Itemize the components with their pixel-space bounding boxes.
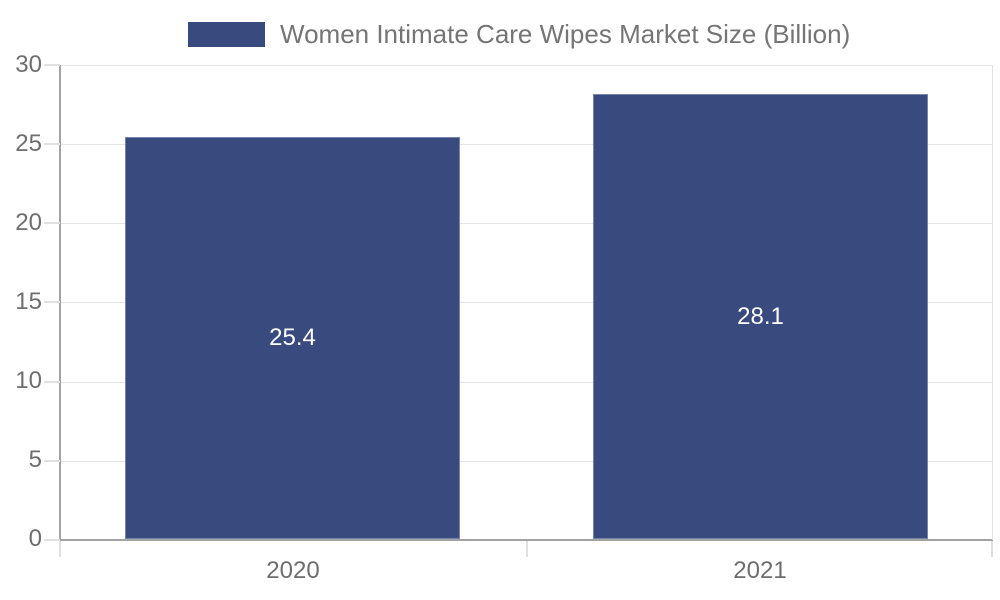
- bar-value-label-2021: 28.1: [737, 302, 784, 330]
- gridline-20: [60, 223, 993, 224]
- y-tick-5: [44, 460, 60, 462]
- legend-label: Women Intimate Care Wipes Market Size (B…: [280, 19, 851, 49]
- plot-area: [60, 65, 993, 540]
- y-tick-20: [44, 222, 60, 224]
- x-tick-middle: [526, 541, 528, 557]
- x-tick-right: [991, 541, 993, 557]
- y-tick-label-30: 30: [15, 51, 42, 78]
- x-tick-label-2020: 2020: [266, 557, 320, 584]
- x-tick-left: [59, 541, 61, 557]
- gridline-10: [60, 382, 993, 383]
- legend: Women Intimate Care Wipes Market Size (B…: [188, 19, 850, 50]
- x-axis-line: [59, 539, 993, 541]
- y-tick-25: [44, 143, 60, 145]
- y-tick-10: [44, 381, 60, 383]
- y-tick-30: [44, 64, 60, 66]
- gridline-15: [60, 302, 993, 303]
- y-axis-line: [59, 65, 61, 541]
- gridline-25: [60, 144, 993, 145]
- y-tick-label-10: 10: [15, 367, 42, 394]
- y-tick-label-20: 20: [15, 209, 42, 236]
- legend-swatch: [188, 22, 265, 47]
- bar-2020: 25.4: [125, 137, 460, 539]
- y-tick-label-0: 0: [28, 525, 42, 552]
- gridline-30: [60, 65, 993, 66]
- y-tick-label-15: 15: [15, 288, 42, 315]
- bar-2021: 28.1: [593, 94, 928, 539]
- gridline-5: [60, 461, 993, 462]
- x-tick-label-2021: 2021: [733, 557, 787, 584]
- plot-right-border: [992, 65, 993, 540]
- y-tick-label-5: 5: [28, 446, 42, 473]
- y-tick-0: [44, 539, 60, 541]
- y-tick-15: [44, 301, 60, 303]
- bar-value-label-2020: 25.4: [269, 324, 316, 351]
- y-tick-label-25: 25: [15, 130, 42, 157]
